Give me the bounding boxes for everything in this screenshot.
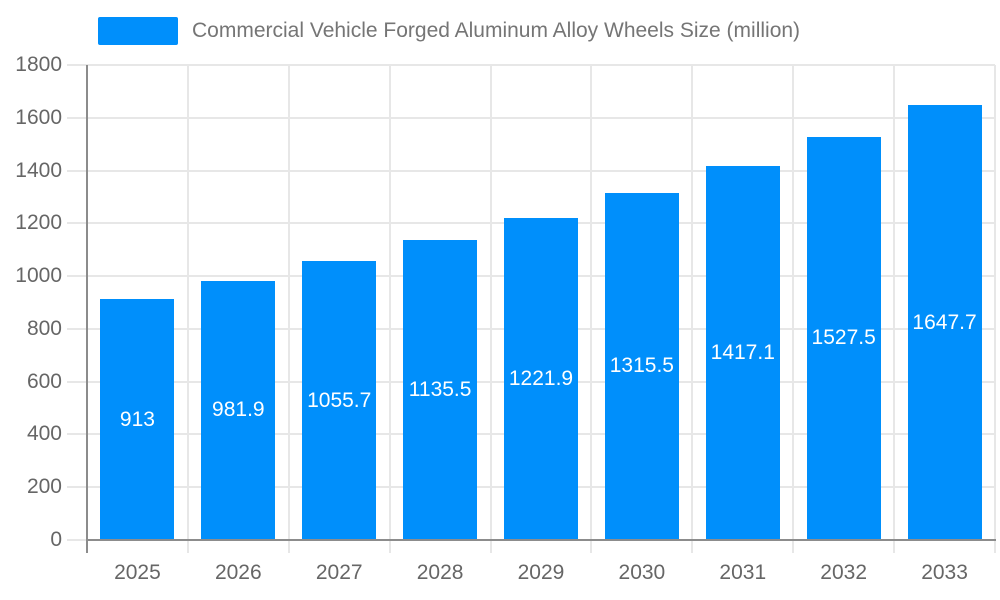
legend-item[interactable]: Commercial Vehicle Forged Aluminum Alloy… (98, 17, 800, 45)
y-axis-tick-label: 600 (26, 369, 62, 393)
bar[interactable] (504, 217, 578, 540)
y-axis-tick-label: 1200 (15, 211, 62, 235)
x-axis-tick-label: 2028 (416, 561, 464, 584)
bar[interactable] (604, 192, 679, 540)
y-axis-tick-label: 400 (26, 422, 62, 446)
x-axis-line (86, 539, 996, 541)
x-gridline (489, 65, 492, 553)
y-axis-tick-label: 1000 (15, 264, 62, 288)
y-gridline (67, 169, 995, 172)
y-gridline (67, 116, 995, 119)
bar[interactable] (403, 240, 478, 540)
x-axis-tick-label: 2026 (214, 561, 262, 584)
x-gridline (994, 65, 996, 553)
y-axis-tick-label: 800 (26, 316, 62, 340)
x-gridline (691, 65, 694, 553)
y-axis-tick-label: 0 (50, 528, 62, 551)
bar-value-label: 1527.5 (811, 326, 876, 350)
y-axis-line (86, 65, 88, 553)
x-gridline (893, 65, 896, 553)
x-axis-tick-label: 2033 (921, 561, 968, 584)
bar[interactable] (302, 261, 377, 540)
bar-value-label: 1417.1 (710, 341, 775, 365)
x-axis-tick-label: 2025 (114, 561, 161, 584)
y-axis-tick-label: 1600 (15, 105, 62, 129)
x-axis-tick-label: 2030 (618, 561, 666, 584)
y-axis-tick-label: 1800 (15, 53, 62, 76)
x-gridline (590, 65, 593, 553)
bar-value-label: 1647.7 (912, 310, 977, 334)
bar-value-label: 1135.5 (408, 378, 472, 402)
bar-value-label: 1055.7 (307, 388, 372, 412)
x-axis-tick-label: 2032 (820, 561, 868, 584)
y-gridline (67, 64, 995, 66)
bar-value-label: 981.9 (212, 398, 265, 422)
bar[interactable] (907, 105, 982, 540)
bar-value-label: 913 (119, 407, 155, 431)
x-gridline (792, 65, 795, 553)
bar[interactable] (705, 166, 780, 540)
x-axis-tick-label: 2027 (315, 561, 363, 584)
x-gridline (388, 65, 391, 553)
bar-value-label: 1221.9 (508, 366, 574, 390)
legend-label: Commercial Vehicle Forged Aluminum Alloy… (192, 19, 801, 42)
x-gridline (186, 65, 189, 553)
bar[interactable] (100, 299, 175, 540)
bar[interactable] (806, 136, 881, 540)
x-axis-tick-label: 2029 (517, 561, 565, 584)
x-axis-tick-label: 2031 (719, 561, 767, 584)
y-axis-tick-label: 200 (26, 475, 62, 499)
x-gridline (287, 65, 290, 553)
y-axis-tick-label: 1400 (15, 158, 62, 182)
bar-value-label: 1315.5 (609, 354, 674, 378)
bar[interactable] (201, 280, 276, 540)
legend-swatch-icon (98, 17, 178, 45)
